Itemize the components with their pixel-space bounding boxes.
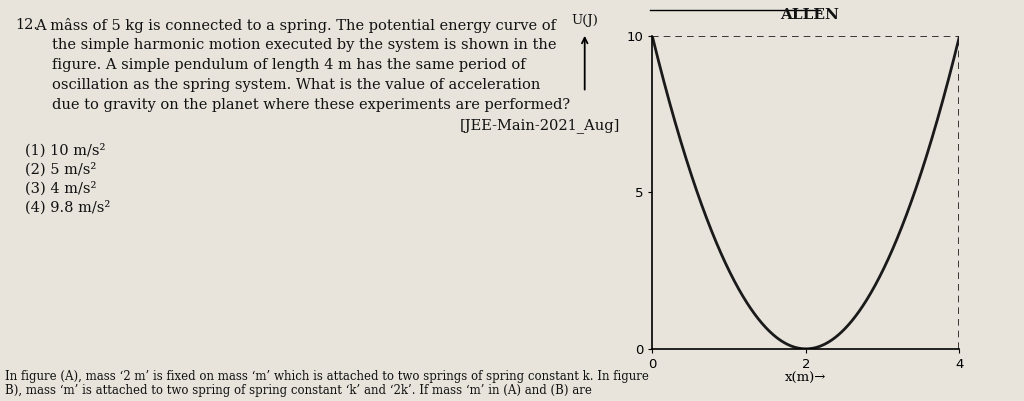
Text: A mâss of 5 kg is connected to a spring. The potential energy curve of: A mâss of 5 kg is connected to a spring.… (35, 18, 556, 33)
Text: (1) 10 m/s²: (1) 10 m/s² (25, 143, 105, 157)
Text: 12.: 12. (15, 18, 38, 32)
Text: (3) 4 m/s²: (3) 4 m/s² (25, 181, 96, 195)
Text: SH0265: SH0265 (837, 197, 904, 211)
Text: [JEE-Main-2021_Aug]: [JEE-Main-2021_Aug] (460, 118, 620, 133)
Text: due to gravity on the planet where these experiments are performed?: due to gravity on the planet where these… (52, 98, 570, 112)
Text: the simple harmonic motion executed by the system is shown in the: the simple harmonic motion executed by t… (52, 38, 556, 52)
Text: (2) 5 m/s²: (2) 5 m/s² (25, 162, 96, 176)
Text: U(J): U(J) (571, 14, 598, 27)
X-axis label: x(m)→: x(m)→ (785, 372, 826, 385)
Text: ALLEN: ALLEN (780, 8, 840, 22)
Text: (4) 9.8 m/s²: (4) 9.8 m/s² (25, 200, 111, 215)
Text: In figure (A), mass ‘2 m’ is fixed on mass ‘m’ which is attached to two springs : In figure (A), mass ‘2 m’ is fixed on ma… (5, 370, 649, 383)
Text: figure. A simple pendulum of length 4 m has the same period of: figure. A simple pendulum of length 4 m … (52, 58, 525, 72)
Text: B), mass ‘m’ is attached to two spring of spring constant ‘k’ and ‘2k’. If mass : B), mass ‘m’ is attached to two spring o… (5, 384, 592, 397)
Text: oscillation as the spring system. What is the value of acceleration: oscillation as the spring system. What i… (52, 78, 541, 92)
